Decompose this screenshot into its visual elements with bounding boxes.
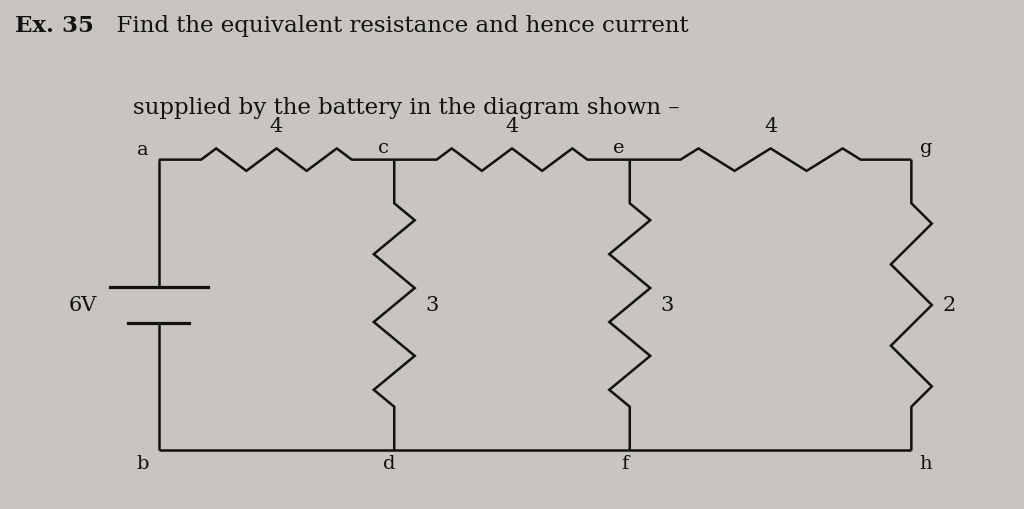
Text: 3: 3 — [425, 296, 438, 315]
Text: 4: 4 — [270, 117, 283, 136]
Text: 2: 2 — [942, 296, 955, 315]
Text: f: f — [621, 455, 629, 472]
Text: a: a — [137, 141, 148, 159]
Text: e: e — [613, 138, 625, 156]
Text: supplied by the battery in the diagram shown –: supplied by the battery in the diagram s… — [133, 97, 680, 119]
Text: c: c — [378, 138, 389, 156]
Text: Find the equivalent resistance and hence current: Find the equivalent resistance and hence… — [102, 15, 689, 37]
Text: 4: 4 — [764, 117, 777, 136]
Text: d: d — [383, 455, 395, 472]
Text: h: h — [920, 455, 932, 472]
Text: 4: 4 — [506, 117, 518, 136]
Text: 3: 3 — [660, 296, 674, 315]
Text: 6V: 6V — [69, 296, 97, 315]
Text: b: b — [136, 455, 148, 472]
Text: Ex. 35: Ex. 35 — [15, 15, 94, 37]
Text: g: g — [920, 138, 932, 156]
